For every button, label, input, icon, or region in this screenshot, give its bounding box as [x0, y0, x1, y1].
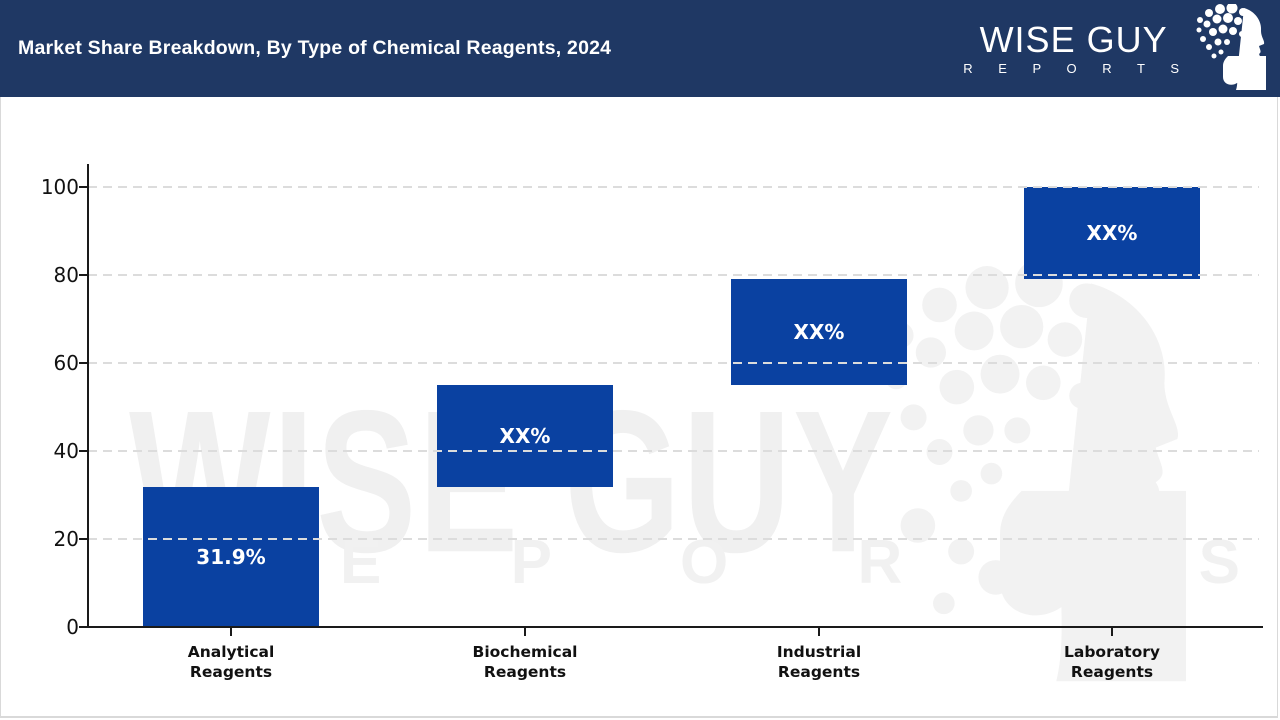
gridline-20 [88, 538, 1259, 540]
y-tick-label: 60 [53, 351, 79, 375]
y-tick-mark [79, 450, 87, 452]
category-label: Industrial Reagents [776, 643, 862, 681]
gridline-40 [88, 450, 1259, 452]
logo-wordmark: WISE GUY [979, 18, 1168, 60]
x-axis [87, 626, 1263, 628]
page-header: Market Share Breakdown, By Type of Chemi… [0, 0, 1280, 97]
x-tick-mark [1111, 628, 1113, 636]
gridline-60 [88, 362, 1259, 364]
chart-canvas: WISE GUY R E P O R T S 0 20 40 60 80 100 31.9%… [0, 97, 1278, 718]
y-tick-label: 0 [66, 615, 79, 639]
bar-value-label: XX% [793, 320, 845, 345]
y-axis [87, 164, 89, 626]
bar-value-label: 31.9% [196, 544, 266, 569]
y-tick-label: 20 [53, 527, 79, 551]
y-tick-mark [79, 538, 87, 540]
bar-industrial: XX% [731, 279, 907, 385]
bar-value-label: XX% [499, 423, 551, 448]
face-watermark-icon [866, 217, 1186, 691]
x-tick-mark [818, 628, 820, 636]
y-tick-label: 80 [53, 263, 79, 287]
bar-analytical: 31.9% [143, 486, 319, 627]
y-tick-mark [79, 626, 87, 628]
logo-subtitle: R E P O R T S [963, 60, 1190, 76]
bar-biochemical: XX% [437, 385, 613, 487]
category-label: Analytical Reagents [187, 643, 275, 681]
bar-laboratory: XX% [1024, 187, 1200, 280]
chart-title: Market Share Breakdown, By Type of Chemi… [18, 37, 612, 59]
wiseguy-logo: WISE GUY R E P O R T S [957, 2, 1266, 94]
category-label: Biochemical Reagents [472, 643, 578, 681]
y-tick-mark [79, 186, 87, 188]
x-tick-mark [230, 628, 232, 636]
gridline-100 [88, 186, 1259, 188]
y-tick-label: 100 [40, 175, 79, 199]
logo-text: WISE GUY R E P O R T S [957, 18, 1190, 77]
y-tick-mark [79, 274, 87, 276]
bar-value-label: XX% [1086, 221, 1138, 246]
y-tick-mark [79, 362, 87, 364]
category-label: Laboratory Reagents [1064, 643, 1160, 681]
wiseguy-face-icon [1192, 2, 1266, 94]
x-tick-mark [524, 628, 526, 636]
y-tick-label: 40 [53, 439, 79, 463]
gridline-80 [88, 274, 1259, 276]
